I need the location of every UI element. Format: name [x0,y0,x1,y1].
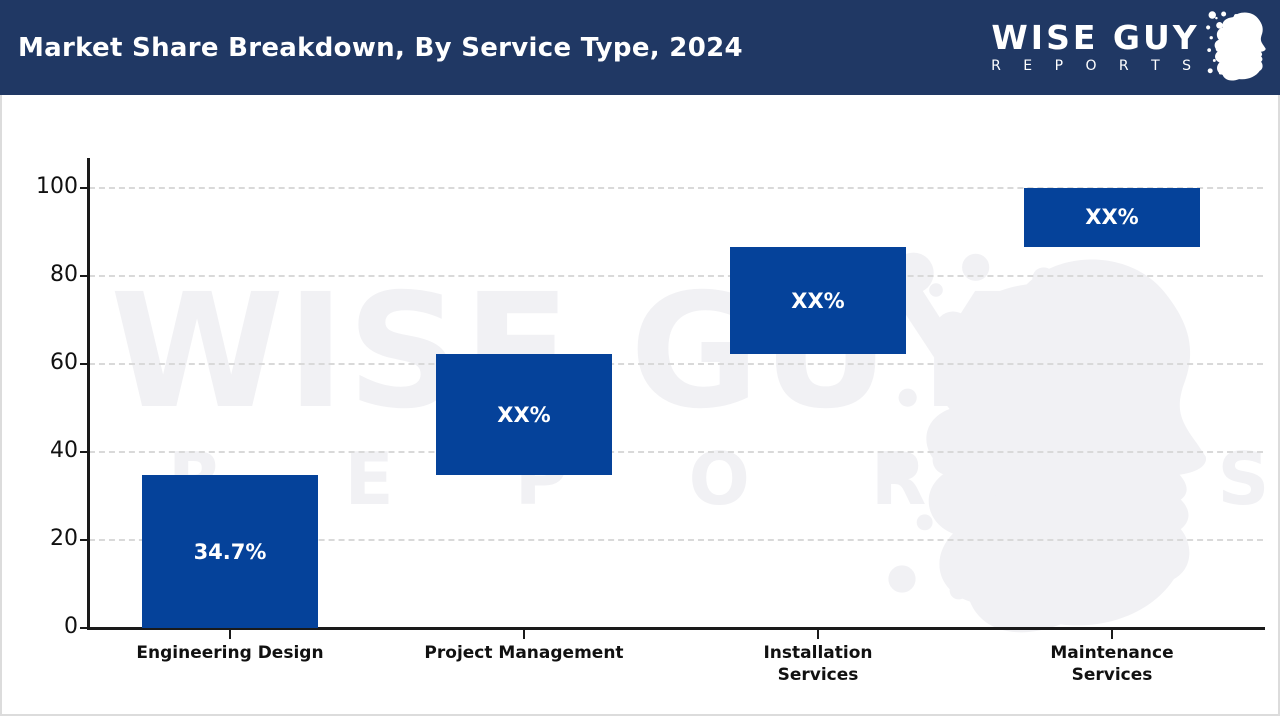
category-label-3: Maintenance Services [1050,643,1174,686]
report-header: Market Share Breakdown, By Service Type,… [0,0,1280,95]
bar-segment-2: XX% [730,246,906,355]
bar-value-label: 34.7% [193,539,267,564]
y-tick-mark-40 [80,451,89,453]
bar-segment-1: XX% [436,354,612,476]
y-tick-label-0: 0 [64,614,78,639]
gridline-80 [89,275,1263,277]
logo-wordmark: WISE GUY R E P O R T S [991,21,1200,74]
gridline-100 [89,187,1263,189]
y-tick-mark-0 [80,627,89,629]
category-label-2: Installation Services [763,643,873,686]
bar-segment-0: 34.7% [142,475,318,628]
x-tick-mark-3 [1111,630,1113,639]
x-tick-mark-2 [817,630,819,639]
bar-value-label: XX% [791,288,845,313]
y-tick-mark-80 [80,275,89,277]
category-label-1: Project Management [424,643,624,663]
watermark-head-icon [868,223,1208,667]
bar-value-label: XX% [1085,205,1139,230]
y-tick-label-40: 40 [50,438,78,463]
x-tick-mark-1 [523,630,525,639]
logo-reports-text: R E P O R T S [991,58,1200,74]
y-tick-mark-100 [80,187,89,189]
axis-left-spine [87,158,90,630]
y-tick-label-60: 60 [50,350,78,375]
bar-segment-3: XX% [1024,188,1200,247]
y-tick-mark-60 [80,363,89,365]
y-tick-label-80: 80 [50,262,78,287]
y-tick-label-20: 20 [50,526,78,551]
wiseguy-logo: WISE GUY R E P O R T S [991,8,1266,88]
bar-value-label: XX% [497,402,551,427]
category-label-0: Engineering Design [136,643,324,663]
logo-wordmark-text: WISE GUY [991,18,1200,57]
gridline-20 [89,539,1263,541]
report-title: Market Share Breakdown, By Service Type,… [18,32,743,63]
y-tick-mark-20 [80,539,89,541]
wiseguy-head-icon [1204,8,1266,88]
axis-bottom-spine [87,627,1265,630]
gridline-40 [89,451,1263,453]
y-tick-label-100: 100 [36,174,78,199]
chart-canvas: WISE GUY R E P O R T S 0 20 40 60 80 100 34.7%… [0,95,1280,720]
gridline-60 [89,363,1263,365]
x-tick-mark-0 [229,630,231,639]
